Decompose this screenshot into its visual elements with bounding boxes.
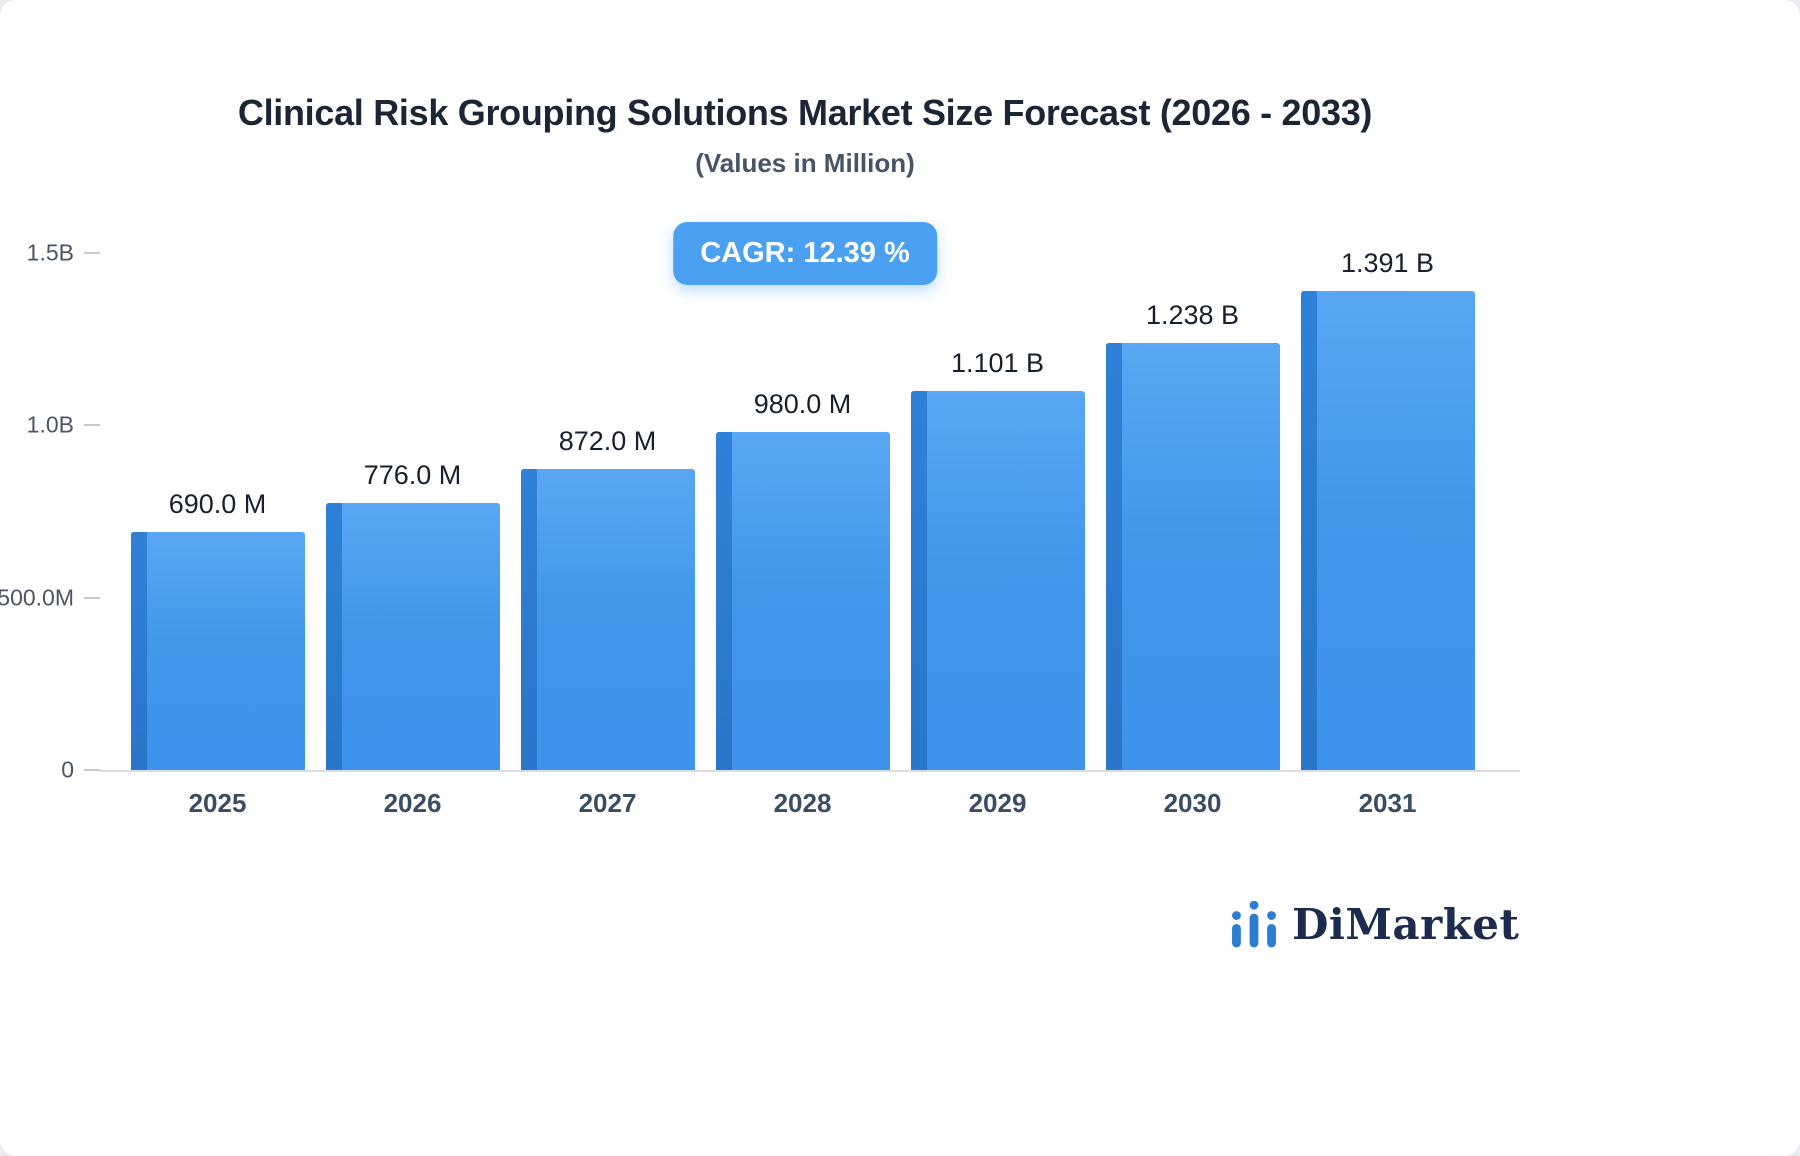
y-axis-tick-label: 1.5B (26, 239, 74, 266)
bar-group: 690.0 M (120, 489, 315, 770)
bar-2025[interactable] (130, 532, 305, 770)
bar-2026[interactable] (325, 503, 500, 770)
bar-2028[interactable] (715, 432, 890, 770)
bar-group: 1.238 B (1095, 300, 1290, 770)
x-axis-label: 2026 (383, 788, 442, 818)
bar-chart-logo-icon (1232, 900, 1276, 948)
bar-value-label: 1.101 B (950, 348, 1045, 378)
chart-title: Clinical Risk Grouping Solutions Market … (237, 92, 1373, 133)
x-axis-label: 2029 (968, 788, 1027, 818)
bar-group: 1.391 B (1290, 248, 1485, 770)
bar-2031[interactable] (1300, 291, 1475, 770)
bar-value-label: 776.0 M (363, 460, 462, 490)
bar-2030[interactable] (1105, 343, 1280, 770)
x-axis: 2025 2026 2027 2028 2029 2030 2031 (120, 788, 1485, 819)
bar-value-label: 1.238 B (1145, 300, 1240, 330)
x-axis-label: 2028 (773, 788, 832, 818)
bar-value-label: 872.0 M (558, 426, 657, 456)
y-axis-tick-mark (84, 597, 100, 599)
logo: DiMarket (1228, 898, 1519, 950)
bars-row: 690.0 M 776.0 M 872.0 M 980.0 M 1.101 B 1.238… (120, 248, 1485, 770)
bar-group: 872.0 M (510, 426, 705, 770)
bar-2027[interactable] (520, 469, 695, 770)
y-axis-tick-mark (84, 769, 100, 771)
y-axis-tick-label: 0 (61, 756, 74, 783)
bar-2029[interactable] (910, 391, 1085, 770)
cagr-badge: CAGR: 12.39 % (673, 222, 937, 285)
bar-chart: 0 500.0M 1.0B 1.5B 690.0 M 776.0 M 872.0 M 980… (0, 240, 1530, 840)
x-axis-label: 2030 (1163, 788, 1222, 818)
y-axis-tick-label: 1.0B (26, 411, 74, 438)
bar-value-label: 690.0 M (168, 489, 267, 519)
chart-subtitle: (Values in Million) (695, 148, 915, 178)
y-axis: 0 500.0M 1.0B 1.5B (0, 240, 100, 783)
logo-text: DiMarket (1292, 899, 1520, 949)
x-axis-label: 2031 (1358, 788, 1417, 818)
bar-value-label: 1.391 B (1340, 248, 1435, 278)
y-axis-tick-mark (84, 424, 100, 426)
bar-group: 776.0 M (315, 460, 510, 770)
y-axis-tick-mark (84, 252, 100, 254)
bar-value-label: 980.0 M (753, 389, 852, 419)
plot-area: 690.0 M 776.0 M 872.0 M 980.0 M 1.101 B 1.238… (100, 248, 1520, 772)
bar-group: 980.0 M (705, 389, 900, 770)
bar-group: 1.101 B (900, 348, 1095, 770)
y-axis-tick-label: 500.0M (0, 584, 74, 611)
x-axis-label: 2027 (578, 788, 637, 818)
x-axis-label: 2025 (188, 788, 247, 818)
